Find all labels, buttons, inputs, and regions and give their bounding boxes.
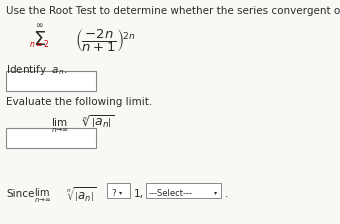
Text: $\blacktriangledown$: $\blacktriangledown$ [213,189,218,197]
Text: $\lim_{n \to \infty}$: $\lim_{n \to \infty}$ [51,116,68,135]
FancyBboxPatch shape [6,128,96,148]
Text: Use the Root Test to determine whether the series convergent or divergent.: Use the Root Test to determine whether t… [6,6,340,16]
Text: Since: Since [6,189,34,199]
Text: $\blacktriangledown$: $\blacktriangledown$ [118,189,124,197]
Text: $\sqrt[n]{\left|a_n\right|}$: $\sqrt[n]{\left|a_n\right|}$ [66,185,97,204]
Text: Evaluate the following limit.: Evaluate the following limit. [6,97,152,108]
Text: $\lim_{n \to \infty}$: $\lim_{n \to \infty}$ [34,187,51,205]
Text: $n=2$: $n=2$ [29,38,49,49]
Text: Identify  $a_n$.: Identify $a_n$. [6,63,68,77]
FancyBboxPatch shape [107,183,130,198]
Text: .: . [224,189,228,199]
Text: $\infty$: $\infty$ [35,21,44,30]
FancyBboxPatch shape [146,183,221,198]
Text: ?: ? [112,189,116,198]
Text: 1,: 1, [134,189,144,199]
Text: $\left(\dfrac{-2n}{n+1}\right)^{\!2n}$: $\left(\dfrac{-2n}{n+1}\right)^{\!2n}$ [75,27,135,54]
Text: ---Select---: ---Select--- [149,189,192,198]
FancyBboxPatch shape [6,71,96,91]
Text: $\Sigma$: $\Sigma$ [33,30,46,49]
Text: $\sqrt[n]{\left|a_n\right|}$: $\sqrt[n]{\left|a_n\right|}$ [82,114,115,131]
